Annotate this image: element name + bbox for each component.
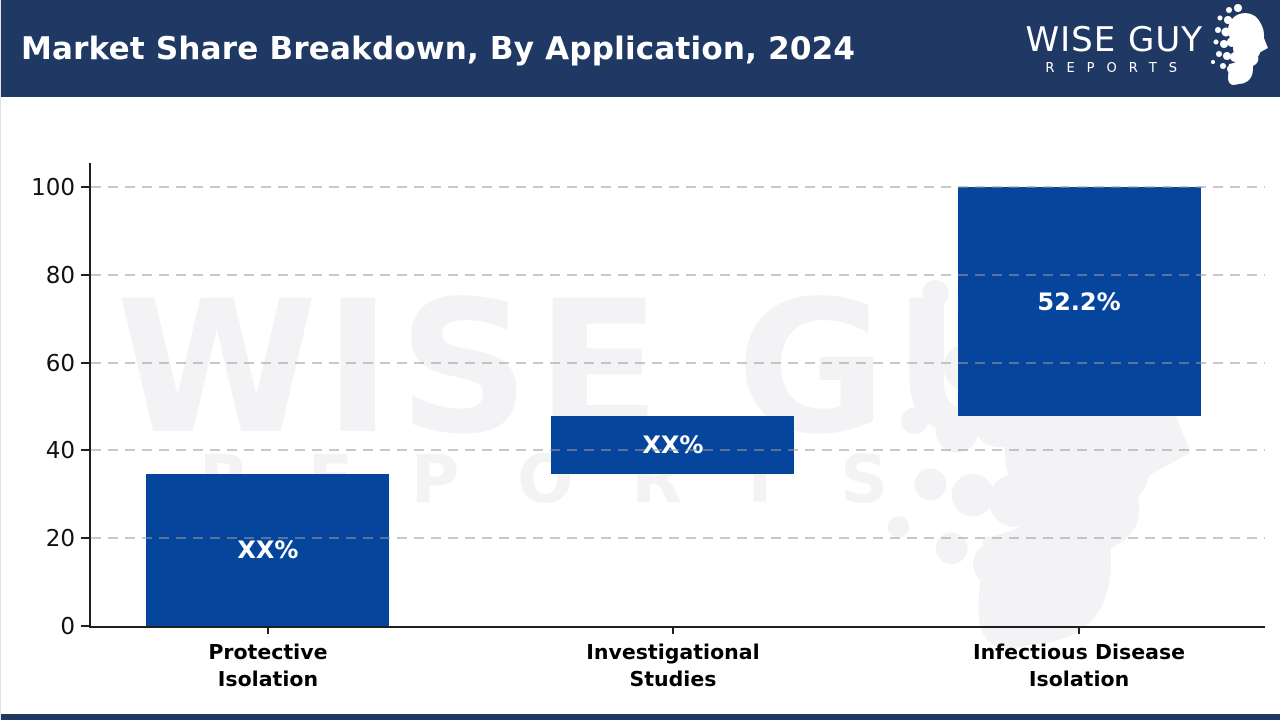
bar-value-label: XX%: [237, 535, 299, 564]
gridline: [91, 537, 1265, 540]
x-axis-category-line: Infectious Disease: [972, 640, 1186, 664]
x-axis-category-label: Infectious Disease Isolation: [909, 639, 1249, 693]
x-axis-category-line: Protective: [208, 640, 328, 664]
y-axis-tick-label: 0: [60, 614, 75, 640]
bar-segment: 52.2%: [957, 187, 1201, 417]
y-axis-tick-label: 20: [45, 526, 75, 553]
logo-wordmark: WISE GUY: [1025, 20, 1203, 60]
x-axis-category-line: Isolation: [217, 667, 319, 692]
logo-wordmark-block: WISE GUY REPORTS: [1025, 22, 1203, 76]
bar-segment: XX%: [146, 473, 390, 626]
x-axis-category-line: Investigational: [586, 640, 760, 664]
y-axis-tick: [81, 537, 89, 540]
gridline: [91, 361, 1265, 364]
logo-head-icon: [1211, 4, 1268, 85]
logo-tagline: REPORTS: [1045, 61, 1190, 76]
y-axis-tick: [81, 186, 89, 189]
y-axis-tick-label: 60: [45, 350, 75, 377]
plot-area: 0 20 40 60 80 100 XX% Protective Isolation XX% Inv…: [31, 163, 1265, 691]
gridline: [91, 186, 1265, 189]
x-axis-tick: [1078, 626, 1081, 634]
gridline: [91, 449, 1265, 452]
header-bar: Market Share Breakdown, By Application, …: [1, 0, 1280, 97]
x-axis-category-label: Investigational Studies: [503, 639, 843, 693]
y-axis-tick: [81, 361, 89, 364]
y-axis-tick-label: 40: [45, 438, 75, 465]
y-axis-tick-label: 80: [45, 262, 75, 289]
chart-title: Market Share Breakdown, By Application, …: [21, 30, 856, 67]
x-axis-category-line: Isolation: [1028, 667, 1130, 692]
chart-panel: WISE GUY REPORTS 0 20 40 60 80 100 XX% Protecti…: [1, 97, 1280, 715]
x-axis-tick: [671, 626, 674, 634]
y-axis-tick: [81, 625, 89, 627]
y-axis-tick: [81, 273, 89, 276]
bar-value-label: XX%: [642, 430, 704, 459]
gridline: [91, 273, 1265, 276]
footer-bar: [1, 714, 1280, 720]
y-axis-tick-label: 100: [31, 175, 75, 202]
x-axis-category-line: Studies: [629, 667, 717, 692]
x-axis-tick: [266, 626, 269, 634]
y-axis-tick: [81, 449, 89, 452]
bar-segment: XX%: [551, 416, 795, 474]
brand-logo: WISE GUY REPORTS: [1009, 2, 1269, 95]
bar-value-label: 52.2%: [1037, 287, 1121, 316]
x-axis-category-label: Protective Isolation: [98, 639, 438, 693]
